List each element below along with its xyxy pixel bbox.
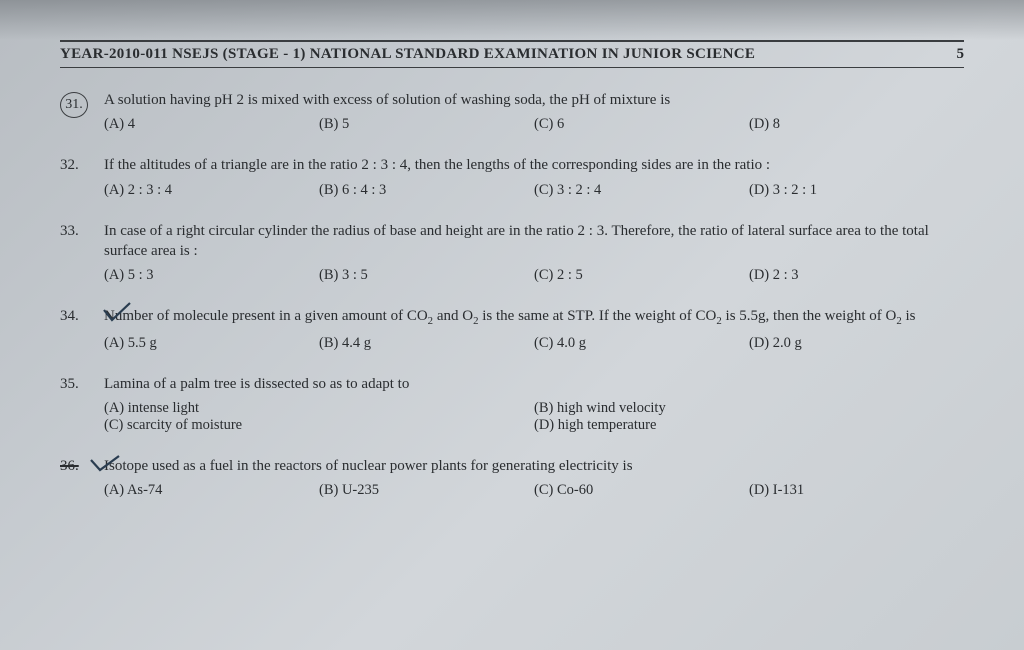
question-36: 36. Isotope used as a fuel in the reacto… <box>60 456 964 499</box>
option-c: (C) Co-60 <box>534 482 749 499</box>
question-35: 35. Lamina of a palm tree is dissected s… <box>60 374 964 434</box>
question-number: 35. <box>60 374 104 434</box>
options-row: (A) 5.5 g (B) 4.4 g (C) 4.0 g (D) 2.0 g <box>104 335 964 352</box>
option-a: (A) 2 : 3 : 4 <box>104 182 319 199</box>
option-a: (A) As-74 <box>104 482 319 499</box>
question-body: In case of a right circular cylinder the… <box>104 221 964 285</box>
option-d: (D) high temperature <box>534 417 964 434</box>
question-text: If the altitudes of a triangle are in th… <box>104 155 964 175</box>
option-b: (B) 4.4 g <box>319 335 534 352</box>
question-number: 31. <box>60 90 104 133</box>
option-d: (D) 8 <box>749 116 964 133</box>
option-d: (D) 2 : 3 <box>749 267 964 284</box>
options-row: (A) 4 (B) 5 (C) 6 (D) 8 <box>104 116 964 133</box>
question-text: A solution having pH 2 is mixed with exc… <box>104 90 964 110</box>
header-rule-bottom <box>60 67 964 68</box>
question-number: 34. <box>60 306 104 352</box>
option-b: (B) U-235 <box>319 482 534 499</box>
header-title: YEAR-2010-011 NSEJS (STAGE - 1) NATIONAL… <box>60 46 755 63</box>
option-c: (C) scarcity of moisture <box>104 417 534 434</box>
page-number: 5 <box>945 46 965 63</box>
question-body: Number of molecule present in a given am… <box>104 306 964 352</box>
option-b: (B) high wind velocity <box>534 400 964 417</box>
header-row: YEAR-2010-011 NSEJS (STAGE - 1) NATIONAL… <box>60 46 964 63</box>
question-33: 33. In case of a right circular cylinder… <box>60 221 964 285</box>
question-text: Lamina of a palm tree is dissected so as… <box>104 374 964 394</box>
option-a: (A) 5 : 3 <box>104 267 319 284</box>
checkmark-icon <box>90 454 120 476</box>
option-d: (D) 3 : 2 : 1 <box>749 182 964 199</box>
option-b: (B) 6 : 4 : 3 <box>319 182 534 199</box>
options-row: (A) 2 : 3 : 4 (B) 6 : 4 : 3 (C) 3 : 2 : … <box>104 182 964 199</box>
question-body: A solution having pH 2 is mixed with exc… <box>104 90 964 133</box>
options-row: (A) intense light (B) high wind velocity… <box>104 400 964 434</box>
option-b: (B) 5 <box>319 116 534 133</box>
page-top-shadow <box>0 0 1024 40</box>
header-rule-top <box>60 40 964 42</box>
option-c: (C) 3 : 2 : 4 <box>534 182 749 199</box>
question-34: 34. Number of molecule present in a give… <box>60 306 964 352</box>
question-body: Isotope used as a fuel in the reactors o… <box>104 456 964 499</box>
question-number: 33. <box>60 221 104 285</box>
question-31: 31. A solution having pH 2 is mixed with… <box>60 90 964 133</box>
question-text: In case of a right circular cylinder the… <box>104 221 964 262</box>
checkmark-icon <box>102 302 132 324</box>
option-a: (A) intense light <box>104 400 534 417</box>
question-body: If the altitudes of a triangle are in th… <box>104 155 964 198</box>
question-body: Lamina of a palm tree is dissected so as… <box>104 374 964 434</box>
options-row: (A) 5 : 3 (B) 3 : 5 (C) 2 : 5 (D) 2 : 3 <box>104 267 964 284</box>
option-b: (B) 3 : 5 <box>319 267 534 284</box>
option-c: (C) 4.0 g <box>534 335 749 352</box>
options-row: (A) As-74 (B) U-235 (C) Co-60 (D) I-131 <box>104 482 964 499</box>
circled-number: 31. <box>60 92 88 118</box>
struck-number: 36. <box>60 458 79 474</box>
question-text: Isotope used as a fuel in the reactors o… <box>104 456 964 476</box>
question-number: 32. <box>60 155 104 198</box>
option-a: (A) 4 <box>104 116 319 133</box>
option-d: (D) I-131 <box>749 482 964 499</box>
question-text: Number of molecule present in a given am… <box>104 306 964 329</box>
option-c: (C) 6 <box>534 116 749 133</box>
option-a: (A) 5.5 g <box>104 335 319 352</box>
option-d: (D) 2.0 g <box>749 335 964 352</box>
question-32: 32. If the altitudes of a triangle are i… <box>60 155 964 198</box>
option-c: (C) 2 : 5 <box>534 267 749 284</box>
